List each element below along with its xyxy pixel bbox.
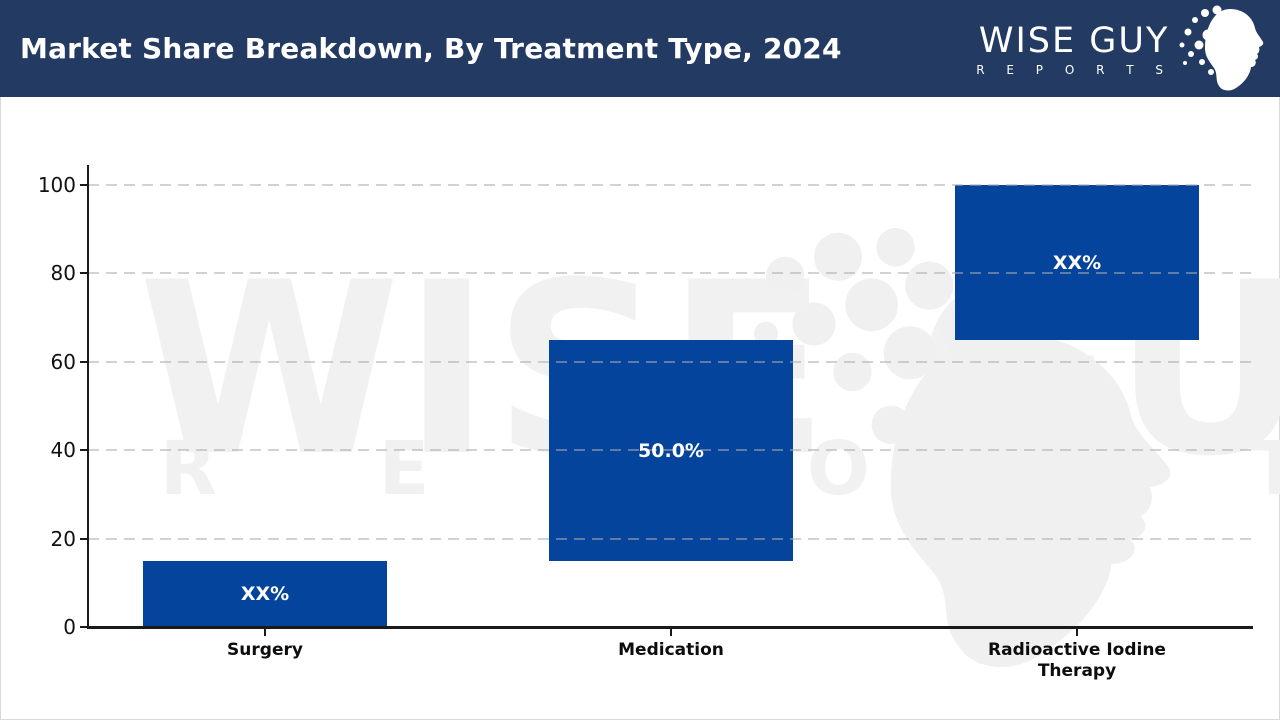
logo-dotted-face-icon bbox=[1179, 5, 1264, 90]
y-tick-label-0: 0 bbox=[63, 615, 76, 639]
x-label-radioactive-iodine-therapy: Radioactive Iodine Therapy bbox=[988, 640, 1166, 681]
y-tick-label-20: 20 bbox=[50, 527, 76, 551]
x-tick-radioactive-iodine-therapy bbox=[1076, 627, 1078, 636]
x-tick-surgery bbox=[264, 627, 266, 636]
x-axis-spine bbox=[87, 626, 1253, 629]
brand-subtitle: R E P O R T S bbox=[976, 62, 1172, 77]
y-tick-80 bbox=[80, 272, 88, 274]
page-title: Market Share Breakdown, By Treatment Typ… bbox=[20, 32, 842, 65]
y-tick-label-100: 100 bbox=[37, 173, 76, 197]
y-tick-label-80: 80 bbox=[50, 261, 76, 285]
y-tick-label-60: 60 bbox=[50, 350, 76, 374]
brand-name: WISE GUY bbox=[978, 20, 1170, 61]
bar-value-label-surgery: XX% bbox=[240, 583, 290, 605]
y-tick-label-40: 40 bbox=[50, 438, 76, 462]
bar-surgery bbox=[143, 561, 387, 627]
x-label-surgery: Surgery bbox=[227, 640, 303, 660]
bar-radioactive-iodine-therapy bbox=[955, 185, 1199, 340]
brand-logo: WISE GUY R E P O R T S bbox=[976, 5, 1266, 93]
y-tick-40 bbox=[80, 449, 88, 451]
y-tick-0 bbox=[80, 626, 88, 628]
bar-value-label-medication: 50.0% bbox=[638, 439, 704, 462]
y-axis-spine bbox=[87, 165, 89, 629]
bar-value-label-radioactive-iodine-therapy: XX% bbox=[1052, 251, 1102, 274]
brand-logo-text: WISE GUY R E P O R T S bbox=[976, 21, 1172, 77]
y-tick-20 bbox=[80, 538, 88, 540]
y-tick-60 bbox=[80, 361, 88, 363]
x-label-medication: Medication bbox=[618, 640, 724, 660]
x-tick-medication bbox=[670, 627, 672, 636]
header-band: Market Share Breakdown, By Treatment Typ… bbox=[0, 0, 1280, 97]
y-tick-100 bbox=[80, 184, 88, 186]
